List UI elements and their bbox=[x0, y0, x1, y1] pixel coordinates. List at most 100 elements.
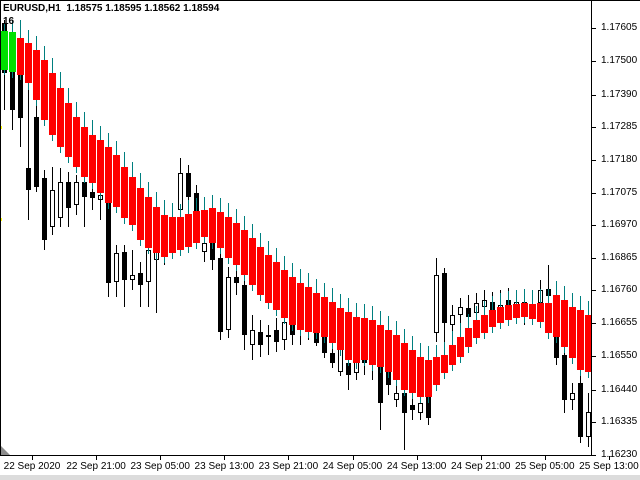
candle-wick bbox=[28, 82, 29, 220]
indicator-bar bbox=[57, 87, 64, 147]
candle-body bbox=[74, 182, 79, 205]
candle-body bbox=[66, 182, 71, 209]
indicator-bar bbox=[361, 318, 368, 360]
indicator-bar bbox=[17, 37, 24, 75]
indicator-bar bbox=[225, 217, 232, 259]
candle-body bbox=[114, 253, 119, 282]
indicator-bar bbox=[193, 210, 200, 243]
indicator-bar bbox=[321, 296, 328, 337]
indicator-bar bbox=[49, 72, 56, 136]
candle-body bbox=[146, 250, 151, 282]
indicator-bar bbox=[185, 213, 192, 247]
candle-body bbox=[106, 201, 111, 283]
price-axis-tick bbox=[592, 94, 596, 96]
time-axis-label: 23 Sep 21:00 bbox=[258, 461, 319, 472]
candle-body bbox=[250, 330, 255, 346]
candle-body bbox=[50, 190, 55, 228]
candle-body bbox=[330, 353, 335, 364]
candle-body bbox=[282, 322, 287, 341]
price-axis-tick bbox=[592, 422, 596, 424]
candle-wick bbox=[84, 174, 85, 228]
indicator-bar bbox=[441, 354, 448, 373]
candle-wick bbox=[132, 250, 133, 291]
indicator-bar bbox=[169, 217, 176, 254]
indicator-bar bbox=[537, 303, 544, 323]
price-axis-tick bbox=[592, 323, 596, 324]
indicator-bar bbox=[545, 303, 552, 333]
time-axis-line bbox=[0, 455, 591, 456]
indicator-value-label: 16 bbox=[3, 16, 15, 27]
symbol-ohlc-label: EURUSD,H1 1.18575 1.18595 1.18562 1.1859… bbox=[3, 3, 220, 14]
candle-body bbox=[122, 251, 127, 281]
indicator-bar bbox=[209, 208, 216, 243]
time-axis-tick bbox=[416, 456, 418, 460]
candle-body bbox=[266, 335, 271, 338]
indicator-bar bbox=[33, 50, 40, 100]
price-axis-label: 1.16335 bbox=[601, 416, 638, 428]
indicator-bar bbox=[129, 177, 136, 225]
time-axis-tick bbox=[608, 456, 610, 460]
indicator-bar bbox=[409, 350, 416, 393]
indicator-bar bbox=[489, 309, 496, 328]
indicator-bar bbox=[89, 135, 96, 183]
price-axis-label: 1.16550 bbox=[601, 349, 638, 361]
indicator-bar bbox=[425, 359, 432, 397]
candle-body bbox=[442, 273, 447, 323]
candle-body bbox=[562, 354, 567, 401]
price-axis-label: 1.16440 bbox=[601, 383, 638, 395]
price-axis-tick bbox=[592, 355, 596, 357]
time-axis-tick bbox=[96, 456, 98, 460]
indicator-bar bbox=[217, 212, 224, 249]
time-axis-label: 23 Sep 05:00 bbox=[130, 461, 190, 472]
time-axis-tick bbox=[544, 456, 546, 460]
candle-body bbox=[202, 242, 207, 252]
indicator-bar bbox=[353, 317, 360, 364]
indicator-bar bbox=[497, 306, 504, 323]
time-axis-tick bbox=[480, 456, 482, 460]
candle-body bbox=[434, 274, 439, 333]
chart-shift-triangle-icon bbox=[1, 446, 10, 455]
indicator-bar bbox=[585, 314, 591, 373]
candle-body bbox=[394, 392, 399, 401]
indicator-bar bbox=[417, 356, 424, 397]
price-axis-line bbox=[591, 0, 592, 456]
time-axis-label: 25 Sep 13:00 bbox=[579, 461, 639, 472]
indicator-bar bbox=[201, 209, 208, 237]
time-axis-label: 23 Sep 13:00 bbox=[194, 461, 255, 472]
price-axis-tick bbox=[592, 127, 596, 129]
time-axis-label: 22 Sep 2020 bbox=[3, 461, 61, 472]
window-bottom-edge bbox=[0, 475, 640, 480]
time-axis-tick bbox=[32, 456, 33, 460]
price-axis-tick bbox=[592, 257, 596, 259]
price-axis-tick bbox=[592, 225, 596, 227]
time-axis-label: 22 Sep 21:00 bbox=[66, 461, 126, 472]
window-top-border bbox=[0, 0, 640, 1]
indicator-bar bbox=[249, 237, 256, 286]
price-axis-tick bbox=[592, 389, 596, 391]
indicator-bar bbox=[313, 292, 320, 333]
price-axis-label: 1.16230 bbox=[601, 449, 638, 460]
indicator-bar bbox=[297, 282, 304, 331]
indicator-bar bbox=[161, 214, 168, 257]
indicator-bar bbox=[121, 167, 128, 218]
indicator-bar bbox=[41, 59, 48, 120]
time-axis-label: 24 Sep 05:00 bbox=[322, 461, 383, 472]
indicator-bar bbox=[281, 269, 288, 319]
indicator-bar bbox=[449, 345, 456, 365]
indicator-bar bbox=[553, 295, 560, 337]
indicator-bar bbox=[345, 312, 352, 360]
indicator-bar bbox=[241, 230, 248, 275]
candle-body bbox=[34, 117, 39, 187]
indicator-bar bbox=[65, 103, 72, 157]
candle-body bbox=[226, 277, 231, 331]
candle-body bbox=[418, 403, 423, 414]
indicator-bar bbox=[505, 304, 512, 320]
indicator-bar bbox=[113, 154, 120, 207]
indicator-bar bbox=[569, 306, 576, 359]
candle-wick bbox=[100, 187, 101, 220]
candle-wick bbox=[268, 324, 269, 355]
indicator-bar bbox=[137, 187, 144, 241]
indicator-bar bbox=[145, 196, 152, 249]
chart-plot-area[interactable]: EURUSD,H1 1.18575 1.18595 1.18562 1.1859… bbox=[0, 0, 591, 456]
